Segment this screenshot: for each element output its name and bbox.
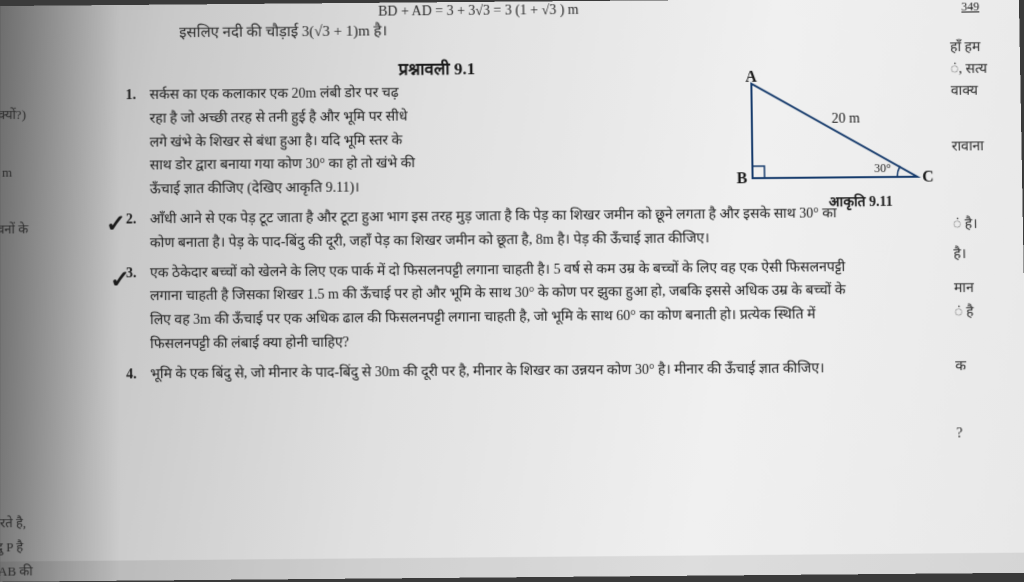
question-text: ऊँचाई ज्ञात कीजिए (देखिए आकृति 9.11)। bbox=[150, 181, 360, 198]
question-text: साथ डोर द्वारा बनाया गया कोण 30° का हो त… bbox=[150, 157, 415, 174]
angle-arc bbox=[897, 166, 900, 177]
right-note: ं है bbox=[954, 302, 974, 321]
question-number: 1. bbox=[126, 84, 137, 108]
angle-label: 30° bbox=[874, 161, 891, 176]
question-text: भूमि के एक बिंदु से, जो मीनार के पाद-बिं… bbox=[150, 361, 824, 382]
left-note: करते है, bbox=[0, 513, 26, 531]
left-note: क्यों?) bbox=[0, 105, 26, 123]
left-note: भवनों के bbox=[0, 219, 28, 237]
right-note: है। bbox=[953, 244, 966, 263]
section-heading: प्रश्नावली 9.1 bbox=[398, 56, 475, 79]
bottom-shade bbox=[0, 553, 1024, 582]
intro-line: इसलिए नदी की चौड़ाई 3(√3 + 1)m है। bbox=[179, 21, 387, 43]
question-number: 4. bbox=[126, 363, 137, 387]
page: 349 BD + AD = 3 + 3√3 = 3 (1 + √3 ) m इस… bbox=[0, 0, 1024, 582]
left-note: AB की bbox=[0, 561, 33, 579]
left-note: दु P है bbox=[0, 537, 23, 555]
question-text: लगे खंभे के शिखर से बंधा हुआ है। यदि भूम… bbox=[150, 133, 403, 150]
left-margin: क्यों?) m भवनों के करते है, दु P है AB क… bbox=[0, 6, 60, 582]
right-note: ं है। bbox=[953, 214, 978, 233]
right-note: क bbox=[955, 356, 966, 375]
right-note: रावाना bbox=[952, 136, 984, 155]
page-number: 349 bbox=[961, 0, 979, 15]
question-text: एक ठेकेदार बच्चों को खेलने के लिए एक पार… bbox=[150, 260, 846, 352]
top-equation: BD + AD = 3 + 3√3 = 3 (1 + √3 ) m bbox=[378, 3, 579, 21]
question-4: 4. भूमि के एक बिंदु से, जो मीनार के पाद-… bbox=[150, 357, 851, 387]
question-text: सर्कस का एक कलाकार एक 20m लंबी डोर पर चढ… bbox=[150, 86, 399, 103]
question-number: 2. bbox=[126, 208, 137, 232]
question-text: आँधी आने से एक पेड़ टूट जाता है और टूटा … bbox=[150, 206, 837, 251]
left-note: m bbox=[2, 165, 12, 181]
right-note: हाँ हम bbox=[950, 37, 981, 56]
right-note: ं, सत्य bbox=[950, 59, 987, 78]
content-block: 1. सर्कस का एक कलाकार एक 20m लंबी डोर पर… bbox=[149, 78, 851, 393]
vertex-c-label: C bbox=[922, 169, 934, 187]
right-note: ? bbox=[956, 426, 962, 442]
right-note: मान bbox=[954, 278, 974, 297]
question-1: 1. सर्कस का एक कलाकार एक 20m लंबी डोर पर… bbox=[149, 80, 569, 202]
question-2: 2. ✓ आँधी आने से एक पेड़ टूट जाता है और … bbox=[150, 202, 850, 256]
tick-mark-icon: ✓ bbox=[110, 260, 130, 301]
question-3: 3. ✓ एक ठेकेदार बच्चों को खेलने के लिए ए… bbox=[150, 256, 851, 357]
tick-mark-icon: ✓ bbox=[106, 205, 126, 246]
question-text: रहा है जो अच्छी तरह से तनी हुई है और भूम… bbox=[150, 109, 408, 126]
right-note: वाक्य bbox=[951, 81, 978, 100]
